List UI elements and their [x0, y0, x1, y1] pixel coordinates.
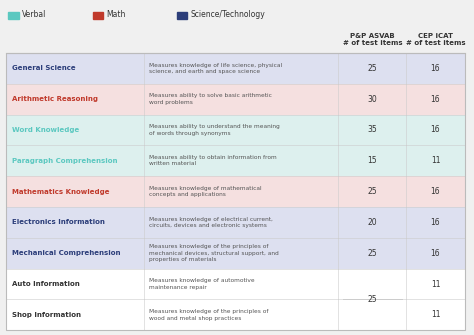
Text: 30: 30: [367, 94, 377, 104]
Text: Measures knowledge of the principles of
wood and metal shop practices: Measures knowledge of the principles of …: [149, 309, 268, 321]
Text: Measures knowledge of automotive
maintenance repair: Measures knowledge of automotive mainten…: [149, 278, 255, 290]
Text: 25: 25: [367, 187, 377, 196]
Text: CEP iCAT
# of test items: CEP iCAT # of test items: [406, 33, 465, 47]
Text: Measures knowledge of the principles of
mechanical devices, structural support, : Measures knowledge of the principles of …: [149, 244, 279, 262]
Bar: [6, 299, 465, 330]
Text: 25: 25: [367, 295, 377, 304]
Text: Measures ability to solve basic arithmetic
word problems: Measures ability to solve basic arithmet…: [149, 93, 272, 105]
Bar: [6, 176, 465, 207]
Text: 25: 25: [367, 64, 377, 73]
Bar: [6, 145, 465, 176]
Bar: [6, 53, 465, 330]
Text: 16: 16: [431, 218, 440, 227]
Text: 15: 15: [367, 156, 377, 165]
Text: 16: 16: [431, 64, 440, 73]
Text: Measures ability to understand the meaning
of words through synonyms: Measures ability to understand the meani…: [149, 124, 280, 136]
Text: Science/Technology: Science/Technology: [190, 10, 265, 19]
Bar: [6, 207, 465, 238]
Text: Verbal: Verbal: [21, 10, 46, 19]
Bar: [6, 269, 465, 299]
Text: 20: 20: [367, 218, 377, 227]
Bar: [92, 12, 103, 19]
Text: Paragraph Comprehension: Paragraph Comprehension: [12, 158, 117, 164]
Text: 11: 11: [431, 310, 440, 319]
Text: Measures ability to obtain information from
written material: Measures ability to obtain information f…: [149, 155, 276, 166]
Text: Auto Information: Auto Information: [12, 281, 80, 287]
Bar: [6, 238, 465, 269]
Text: Electronics Information: Electronics Information: [12, 219, 105, 225]
Bar: [6, 84, 465, 115]
Text: Mathematics Knowledge: Mathematics Knowledge: [12, 189, 109, 195]
Text: 11: 11: [431, 156, 440, 165]
Text: Measures knowledge of electrical current,
circuits, devices and electronic syste: Measures knowledge of electrical current…: [149, 217, 273, 228]
Text: P&P ASVAB
# of test items: P&P ASVAB # of test items: [343, 33, 402, 47]
Bar: [6, 115, 465, 145]
Text: 25: 25: [367, 249, 377, 258]
Text: Shop Information: Shop Information: [12, 312, 81, 318]
Text: Measures knowledge of mathematical
concepts and applications: Measures knowledge of mathematical conce…: [149, 186, 262, 197]
Text: General Science: General Science: [12, 65, 75, 71]
Text: 16: 16: [431, 94, 440, 104]
Text: 16: 16: [431, 249, 440, 258]
Text: 35: 35: [367, 125, 377, 134]
Text: Word Knowledge: Word Knowledge: [12, 127, 79, 133]
Text: Arithmetic Reasoning: Arithmetic Reasoning: [12, 96, 98, 102]
Text: Measures knowledge of life science, physical
science, and earth and space scienc: Measures knowledge of life science, phys…: [149, 63, 282, 74]
Text: Mechanical Comprehension: Mechanical Comprehension: [12, 250, 120, 256]
Bar: [177, 12, 187, 19]
Text: 16: 16: [431, 187, 440, 196]
Text: 16: 16: [431, 125, 440, 134]
Bar: [6, 53, 465, 84]
Text: 11: 11: [431, 279, 440, 288]
Bar: [9, 12, 18, 19]
Text: Math: Math: [106, 10, 125, 19]
